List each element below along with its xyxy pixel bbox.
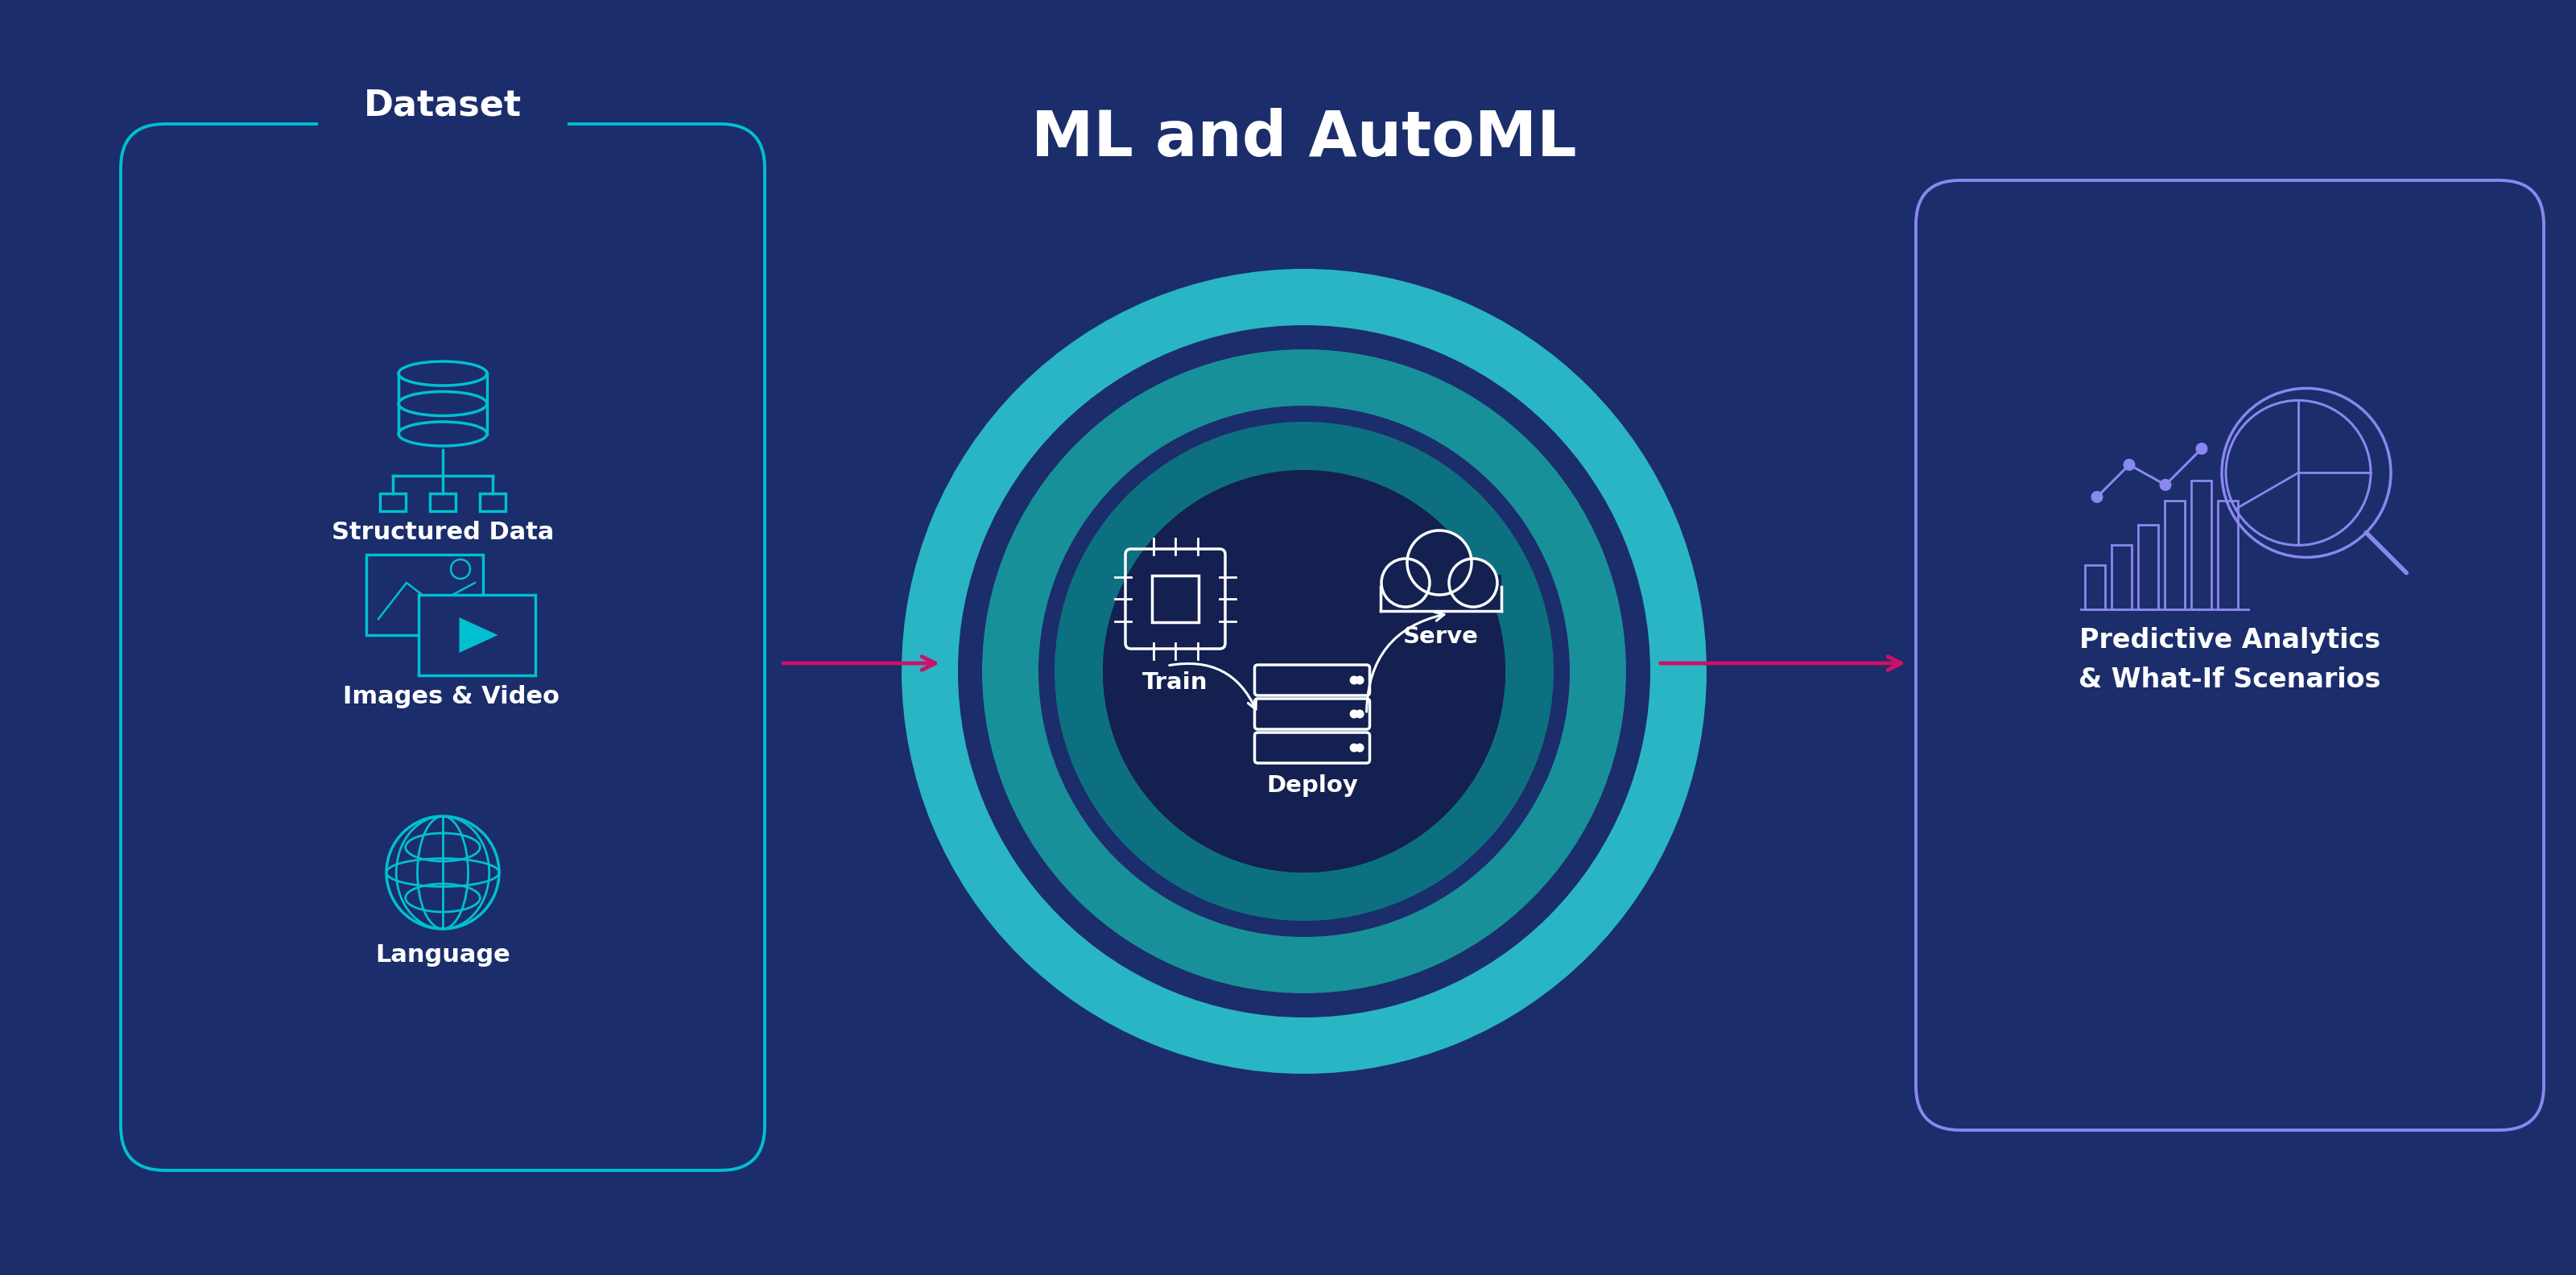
Bar <box>2192 481 2210 609</box>
FancyArrowPatch shape <box>1365 612 1445 711</box>
Circle shape <box>2159 479 2172 491</box>
FancyBboxPatch shape <box>420 595 536 676</box>
FancyArrowPatch shape <box>1170 663 1257 709</box>
Circle shape <box>1355 710 1365 718</box>
Bar <box>2084 565 2105 609</box>
Text: Images & Video: Images & Video <box>343 685 559 709</box>
Wedge shape <box>902 269 1705 1074</box>
Bar <box>2218 501 2239 609</box>
Text: Serve: Serve <box>1404 626 1479 648</box>
Polygon shape <box>459 617 497 653</box>
Circle shape <box>2195 442 2208 455</box>
Circle shape <box>2092 491 2102 504</box>
Text: Language: Language <box>376 944 510 966</box>
Bar <box>2112 546 2130 609</box>
Bar <box>317 116 567 129</box>
Circle shape <box>1448 558 1497 607</box>
Circle shape <box>1355 676 1365 685</box>
Circle shape <box>1350 676 1358 685</box>
Text: Dataset: Dataset <box>363 88 523 122</box>
Circle shape <box>1103 470 1504 872</box>
Wedge shape <box>981 349 1625 993</box>
Wedge shape <box>1054 422 1553 921</box>
Bar <box>381 493 407 511</box>
Text: Deploy: Deploy <box>1267 774 1358 797</box>
Bar <box>2138 525 2159 609</box>
Circle shape <box>1381 558 1430 607</box>
Circle shape <box>2123 459 2136 470</box>
Bar <box>1381 575 1502 611</box>
FancyBboxPatch shape <box>366 555 484 635</box>
Text: Train: Train <box>1144 672 1208 694</box>
Text: Structured Data: Structured Data <box>332 520 554 544</box>
Text: Predictive Analytics
& What-If Scenarios: Predictive Analytics & What-If Scenarios <box>2079 627 2380 694</box>
Circle shape <box>1350 743 1358 752</box>
Bar <box>2164 501 2184 609</box>
Circle shape <box>1350 710 1358 718</box>
Bar <box>1151 576 1198 622</box>
Bar <box>430 493 456 511</box>
Circle shape <box>1355 743 1365 752</box>
Text: ML and AutoML: ML and AutoML <box>1030 108 1577 170</box>
Circle shape <box>1406 530 1471 595</box>
Bar <box>479 493 505 511</box>
